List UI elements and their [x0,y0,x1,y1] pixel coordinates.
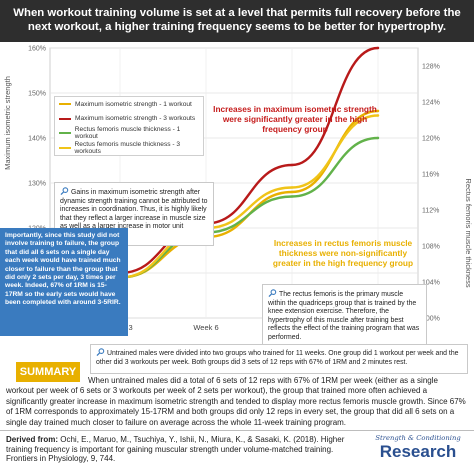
citation-text: Ochi, E., Maruo, M., Tsuchiya, Y., Ishii… [6,435,345,464]
data-point-s1-4 [376,109,380,113]
magnifier-icon [96,348,105,356]
data-point-s3-4 [376,136,380,140]
y-tick-label-right: 104% [422,280,440,287]
note-rectus-text: The rectus femoris is the primary muscle… [268,291,420,341]
summary-label: SUMMARY [16,362,80,382]
y-tick-label-right: 100% [422,316,440,323]
y-axis-label-left: Maximum isometric strength [3,76,12,170]
citation: Derived from: Ochi, E., Maruo, M., Tsuch… [6,435,366,464]
legend-swatch [59,146,71,149]
note-untrained: Untrained males were divided into two gr… [90,344,468,374]
page-title: When workout training volume is set at a… [0,0,474,42]
note-failure: Importantly, since this study did not in… [0,228,128,336]
callout-thickness: Increases in rectus femoris muscle thick… [272,238,414,268]
y-tick-label-left: 130% [28,181,46,188]
y-tick-label-left: 140% [28,136,46,143]
note-untrained-text: Untrained males were divided into two gr… [96,350,459,366]
data-point-s1-3 [290,190,294,194]
y-tick-label-left: 150% [28,91,46,98]
chart-legend: Maximum isometric strength - 1 workout M… [54,96,204,156]
legend-swatch [59,103,71,106]
legend-swatch [59,117,71,120]
y-tick-label-right: 128% [422,64,440,71]
legend-item: Maximum isometric strength - 3 workouts [55,112,203,127]
legend-label: Rectus femoris muscle thickness - 3 work… [74,140,181,155]
y-axis-label-right: Rectus femoris muscle thickness [464,178,473,287]
y-tick-label-right: 120% [422,136,440,143]
magnifier-icon [60,187,69,195]
brand-logo: Strength & Conditioning Research [368,434,468,461]
note-strength: Gains in maximum isometric strength afte… [54,182,214,246]
legend-item: Rectus femoris muscle thickness - 3 work… [55,141,203,156]
legend-item: Rectus femoris muscle thickness - 1 work… [55,126,203,141]
callout-strength: Increases in maximum isometric strength … [213,104,377,134]
data-point-s2-4 [376,46,380,50]
data-point-s4-4 [376,114,380,117]
brand-bottom: Research [379,442,457,461]
legend-label: Maximum isometric strength - 1 workout [75,100,192,108]
data-point-s2-3 [290,163,294,167]
y-tick-label-left: 160% [28,46,46,53]
data-point-s3-3 [290,195,294,198]
y-tick-label-right: 108% [422,244,440,251]
legend-swatch [59,132,71,135]
legend-label: Maximum isometric strength - 3 workouts [75,115,196,123]
summary-text: When untrained males did a total of 6 se… [6,376,466,427]
divider [0,430,474,431]
x-tick-label: Week 6 [193,323,218,332]
y-tick-label-right: 112% [422,208,439,215]
citation-label: Derived from: [6,435,59,444]
note-rectus: The rectus femoris is the primary muscle… [262,284,427,348]
data-point-s4-3 [290,186,294,189]
brand-top: Strength & Conditioning [375,434,461,442]
magnifier-icon [268,289,277,297]
legend-item: Maximum isometric strength - 1 workout [55,97,203,112]
legend-label: Rectus femoris muscle thickness - 1 work… [74,126,181,141]
y-tick-label-right: 116% [422,172,439,179]
y-tick-label-right: 124% [422,100,440,107]
